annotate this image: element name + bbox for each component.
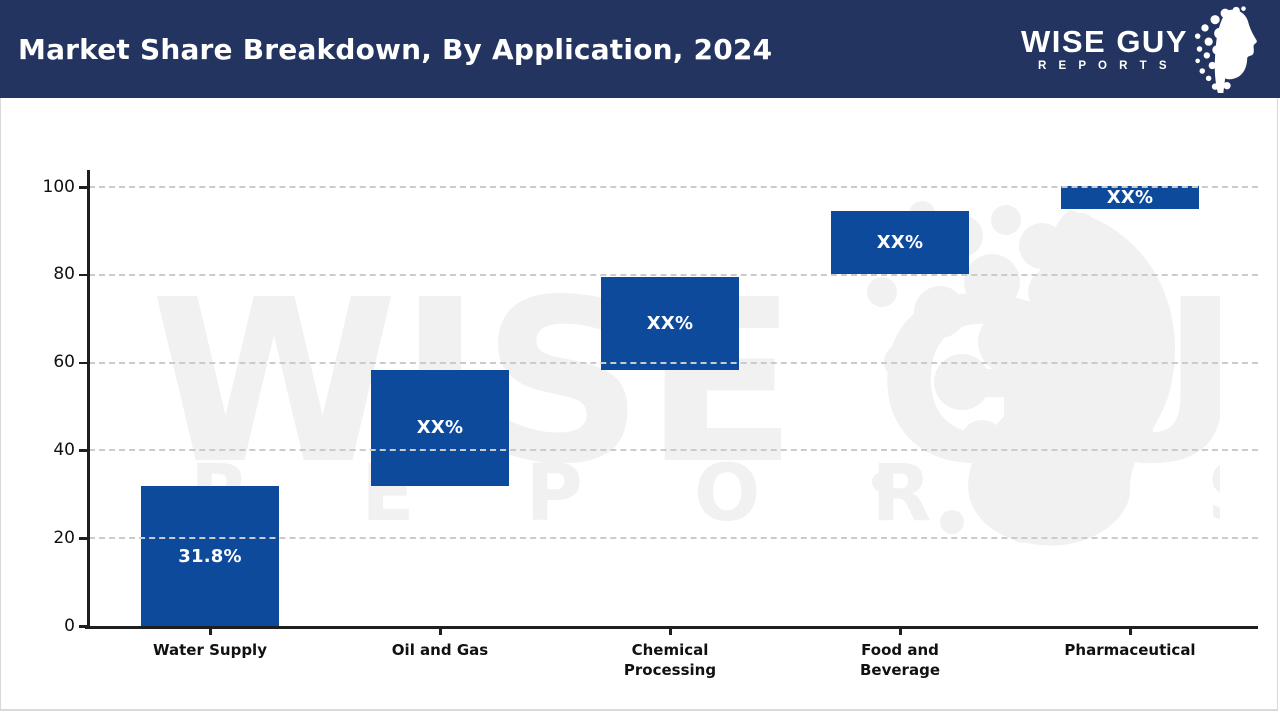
wiseguy-face-icon	[1194, 6, 1257, 93]
report-header: Market Share Breakdown, By Application, …	[0, 0, 1280, 98]
wiseguy-logo-text: WISE GUY R E P O R T S	[1021, 26, 1188, 73]
logo-subtitle: R E P O R T S	[1037, 59, 1172, 72]
chart-card	[0, 98, 1278, 711]
page-title: Market Share Breakdown, By Application, …	[18, 32, 773, 66]
wiseguy-logo: WISE GUY R E P O R T S	[1021, 5, 1264, 93]
logo-wordmark: WISE GUY	[1020, 23, 1188, 59]
